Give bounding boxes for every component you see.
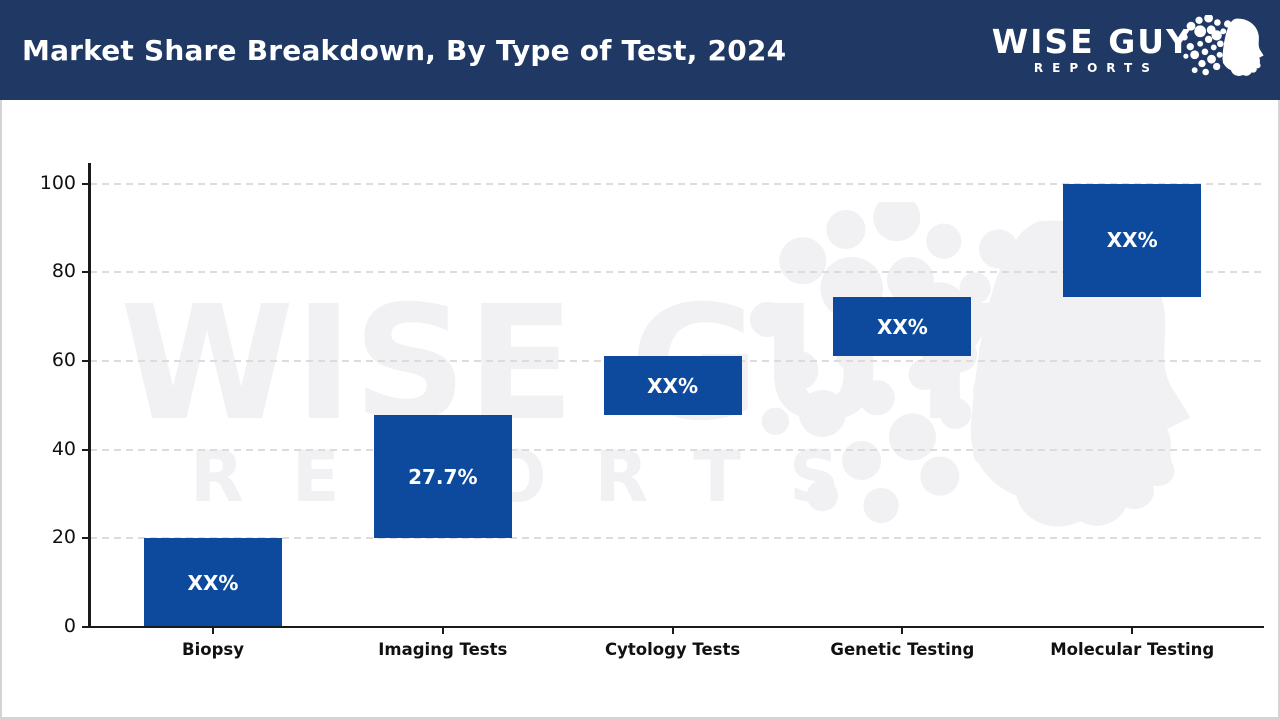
bar-genetic-testing: XX% xyxy=(833,296,972,357)
brand-name: WISE GUY xyxy=(991,21,1192,61)
bar-biopsy: XX% xyxy=(144,538,282,627)
bar-value-label: 27.7% xyxy=(408,464,478,489)
x-tick-mark-imaging-tests xyxy=(441,628,444,634)
y-tick-mark-100 xyxy=(82,182,89,185)
y-tick-mark-40 xyxy=(82,448,89,451)
brand-head-icon xyxy=(1180,15,1268,85)
gridline-80 xyxy=(90,271,1264,274)
y-tick-label-80: 80 xyxy=(51,260,76,283)
category-label-genetic-testing: Genetic Testing xyxy=(830,640,975,659)
x-axis-line xyxy=(88,625,1264,628)
y-tick-label-100: 100 xyxy=(39,171,76,194)
y-tick-mark-60 xyxy=(82,359,89,362)
bar-imaging-tests: 27.7% xyxy=(373,415,512,539)
y-tick-label-0: 0 xyxy=(63,615,76,637)
y-tick-label-40: 40 xyxy=(51,437,76,460)
bar-value-label: XX% xyxy=(1106,228,1158,253)
y-tick-mark-0 xyxy=(82,626,89,628)
y-tick-label-20: 20 xyxy=(51,526,76,549)
bar-value-label: XX% xyxy=(876,314,928,339)
category-label-molecular-testing: Molecular Testing xyxy=(1050,640,1215,659)
y-tick-mark-20 xyxy=(82,537,89,540)
brand-subtitle: REPORTS xyxy=(1033,61,1159,76)
category-label-imaging-tests: Imaging Tests xyxy=(378,640,508,659)
gridline-100 xyxy=(90,182,1264,185)
gridline-40 xyxy=(90,448,1264,451)
bar-cytology-tests: XX% xyxy=(603,356,742,416)
category-label-cytology-tests: Cytology Tests xyxy=(605,640,741,659)
category-label-biopsy: Biopsy xyxy=(182,640,244,659)
y-axis-line xyxy=(88,163,91,628)
bar-value-label: XX% xyxy=(187,570,239,595)
x-tick-mark-cytology-tests xyxy=(671,628,674,634)
x-tick-mark-biopsy xyxy=(212,628,214,634)
chart-title: Market Share Breakdown, By Type of Test,… xyxy=(22,33,787,67)
y-tick-label-60: 60 xyxy=(51,348,76,371)
header-bar: Market Share Breakdown, By Type of Test,… xyxy=(0,0,1280,100)
y-tick-mark-80 xyxy=(82,271,89,274)
x-tick-mark-genetic-testing xyxy=(901,628,904,634)
bar-value-label: XX% xyxy=(647,373,699,398)
bar-molecular-testing: XX% xyxy=(1063,183,1202,297)
brand-logo: WISE GUY REPORTS xyxy=(992,15,1268,85)
x-tick-mark-molecular-testing xyxy=(1131,628,1134,634)
gridline-20 xyxy=(90,537,1264,540)
